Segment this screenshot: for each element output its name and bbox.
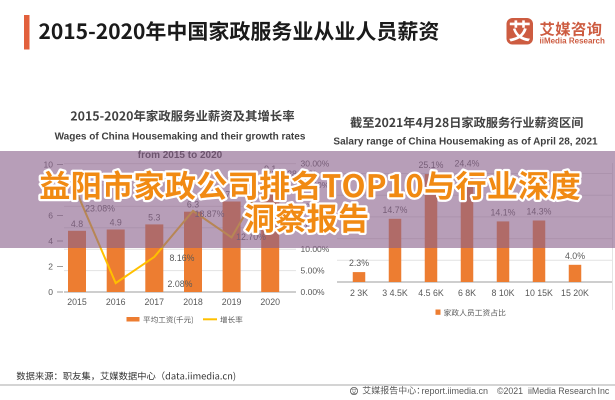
svg-text:10 15K: 10 15K [525,288,553,298]
svg-text:2018: 2018 [183,297,203,307]
svg-text:0: 0 [48,287,53,297]
svg-text:8.16%: 8.16% [170,253,195,263]
svg-text:iiMedia Research: iiMedia Research [540,37,605,46]
svg-text:iiMedia Research: iiMedia Research [528,386,596,396]
svg-text:Wages of China Housemaking an: Wages of China Housemaking and their gro… [55,132,306,143]
svg-text:Salary range of China Housema: Salary range of China Housemaking as of … [333,137,598,148]
svg-text:2019: 2019 [222,297,242,307]
svg-text:2017: 2017 [145,297,165,307]
svg-text:15 20K: 15 20K [561,288,589,298]
svg-text:2015: 2015 [67,297,87,307]
svg-text:3 4.5K: 3 4.5K [382,288,408,298]
svg-text:6 8K: 6 8K [458,288,476,298]
svg-text:10.00%: 10.00% [301,244,330,254]
svg-text:4.5 6K: 4.5 6K [418,288,444,298]
svg-text:Inc: Inc [598,386,610,396]
svg-text:2: 2 [48,262,53,272]
svg-text:2016: 2016 [106,297,126,307]
svg-text:8 10K: 8 10K [492,288,515,298]
svg-text:0.00%: 0.00% [301,287,326,297]
svg-text:2 3K: 2 3K [350,288,368,298]
svg-text:5.00%: 5.00% [301,266,326,276]
svg-text:©2021: ©2021 [497,386,523,396]
svg-text:2.08%: 2.08% [168,279,193,289]
svg-text:2.3%: 2.3% [349,258,369,268]
svg-text:report.iimedia.cn: report.iimedia.cn [422,386,489,396]
svg-text:4.0%: 4.0% [565,251,585,261]
svg-text:2020: 2020 [260,297,280,307]
